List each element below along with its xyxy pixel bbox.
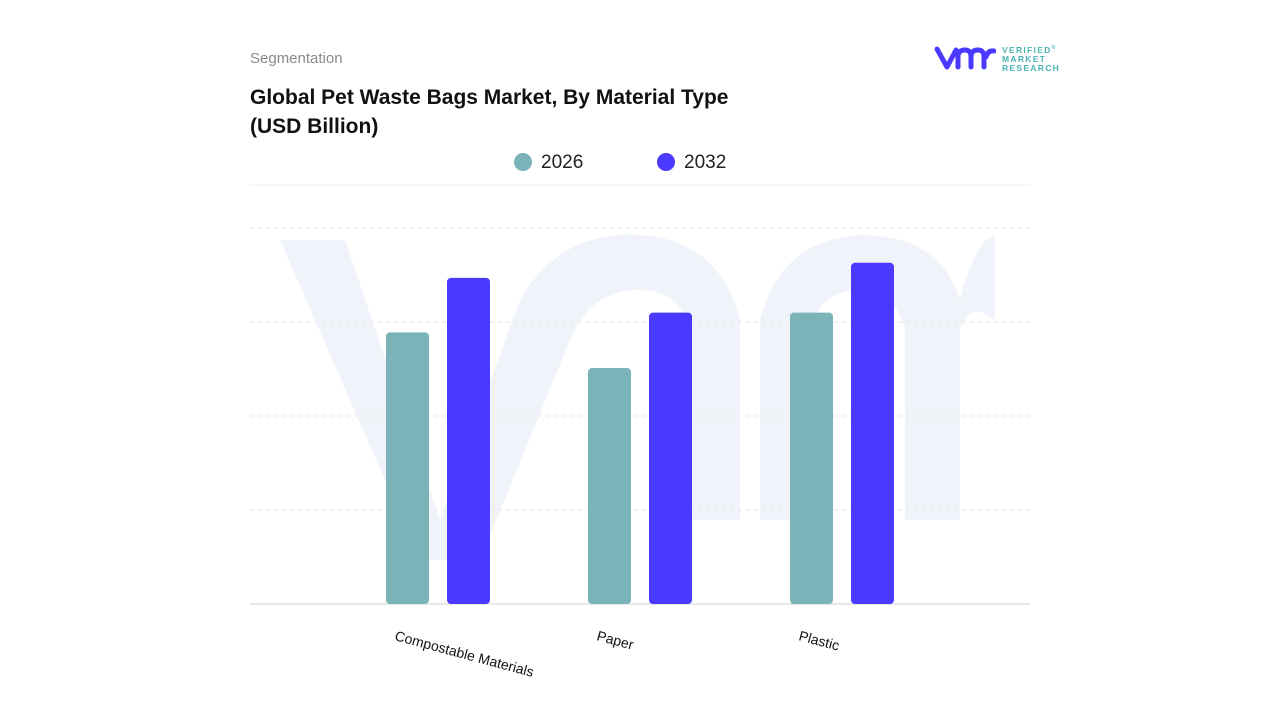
x-tick-label: Compostable Materials (393, 627, 535, 680)
logo-text: VERIFIED® MARKET RESEARCH (1002, 44, 1061, 73)
chart-title: Global Pet Waste Bags Market, By Materia… (250, 86, 729, 138)
bar-2026-paper (588, 368, 631, 604)
legend-marker-2026 (514, 153, 532, 171)
bar-2032-plastic (851, 262, 894, 604)
legend-marker-2032 (657, 153, 675, 171)
legend: 2026 2032 (514, 152, 726, 173)
vmr-logo: VERIFIED® MARKET RESEARCH (934, 44, 1060, 73)
bar-2032-paper (649, 312, 692, 604)
x-tick-label: Plastic (797, 627, 841, 653)
x-tick-label: Paper (595, 627, 636, 652)
section-label: Segmentation (250, 50, 343, 67)
legend-label-2026: 2026 (541, 152, 583, 173)
bar-2032-compostable-materials (447, 277, 490, 604)
bar-2026-compostable-materials (386, 332, 429, 604)
legend-label-2032: 2032 (684, 152, 726, 173)
vmr-logo-icon (934, 46, 996, 70)
bar-2026-plastic (790, 312, 833, 604)
